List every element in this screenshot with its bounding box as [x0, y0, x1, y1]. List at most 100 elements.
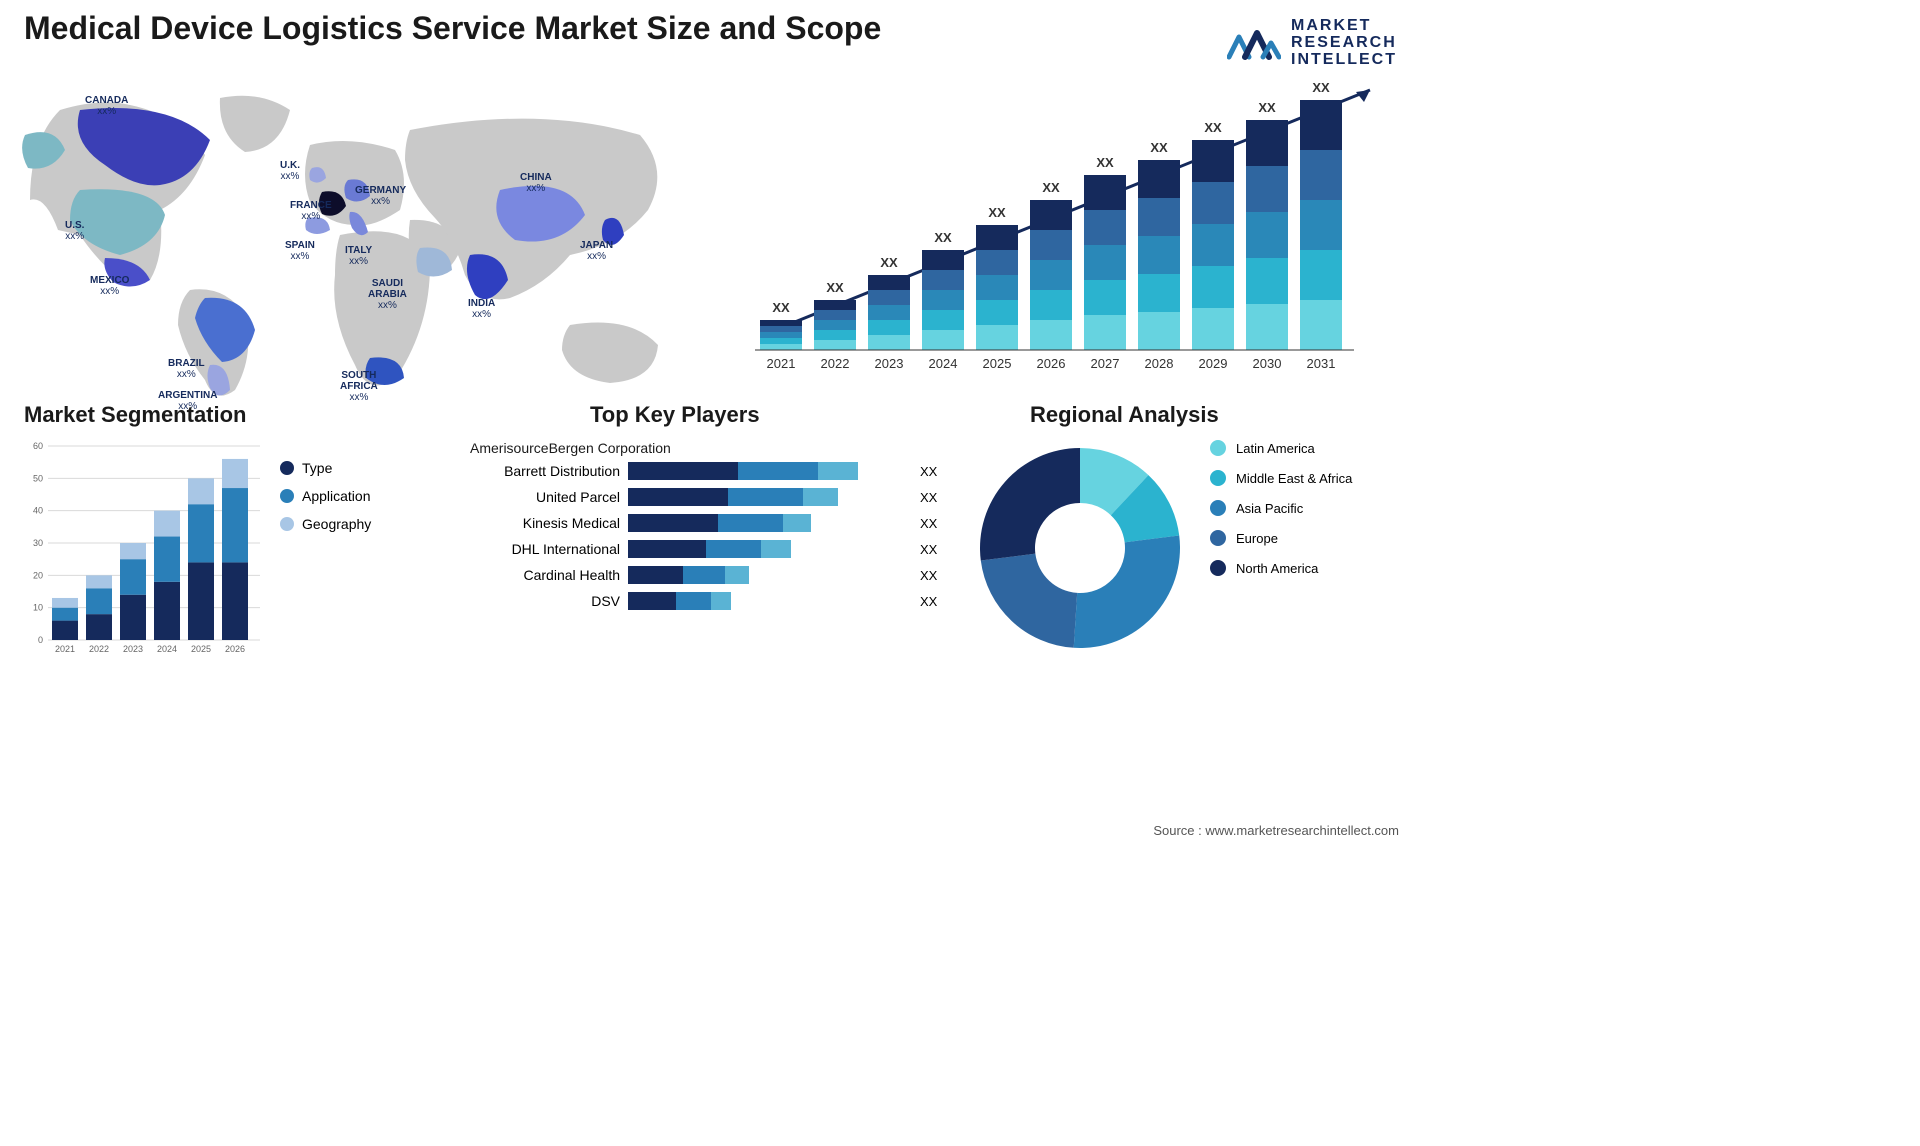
svg-text:2024: 2024 [929, 356, 958, 371]
svg-text:2022: 2022 [821, 356, 850, 371]
svg-text:2027: 2027 [1091, 356, 1120, 371]
player-value: XX [920, 490, 950, 505]
svg-text:2025: 2025 [983, 356, 1012, 371]
country-label: BRAZILxx% [168, 358, 205, 380]
country-label: SAUDIARABIAxx% [368, 278, 407, 311]
svg-text:XX: XX [772, 300, 790, 315]
player-row: Kinesis Medical XX [470, 514, 950, 532]
player-bar [628, 462, 912, 480]
svg-text:2026: 2026 [1037, 356, 1066, 371]
svg-text:2030: 2030 [1253, 356, 1282, 371]
segmentation-chart: 0102030405060202120222023202420252026 [22, 440, 262, 660]
region-legend-item: North America [1210, 560, 1352, 576]
region-legend-item: Europe [1210, 530, 1352, 546]
player-row: Barrett Distribution XX [470, 462, 950, 480]
segmentation-legend-item: Type [280, 460, 371, 476]
country-label: FRANCExx% [290, 200, 332, 222]
svg-text:2022: 2022 [89, 644, 109, 654]
key-players: AmerisourceBergen Corporation Barrett Di… [470, 440, 950, 618]
players-header: AmerisourceBergen Corporation [470, 440, 950, 456]
country-label: CHINAxx% [520, 172, 552, 194]
svg-text:2031: 2031 [1307, 356, 1336, 371]
country-label: GERMANYxx% [355, 185, 406, 207]
svg-text:2024: 2024 [157, 644, 177, 654]
svg-text:40: 40 [33, 506, 43, 516]
forecast-chart-svg: XX 2021 XX 2022 XX 2023 XX 2024 XX 2025 XX 2026 XX 20… [740, 70, 1400, 380]
forecast-chart: XX 2021 XX 2022 XX 2023 XX 2024 XX 2025 XX 2026 XX 20… [740, 70, 1400, 380]
player-name: DSV [470, 593, 620, 609]
svg-text:XX: XX [1258, 100, 1276, 115]
region-legend-item: Asia Pacific [1210, 500, 1352, 516]
segmentation-chart-svg: 0102030405060202120222023202420252026 [22, 440, 262, 660]
svg-text:30: 30 [33, 538, 43, 548]
regional-title: Regional Analysis [1030, 402, 1219, 428]
players-title: Top Key Players [590, 402, 760, 428]
svg-text:10: 10 [33, 603, 43, 613]
logo-icon [1227, 23, 1281, 63]
svg-text:2026: 2026 [225, 644, 245, 654]
source-text: Source : www.marketresearchintellect.com [1153, 823, 1399, 838]
svg-text:2023: 2023 [123, 644, 143, 654]
regional-donut [970, 438, 1190, 658]
country-label: CANADAxx% [85, 95, 128, 117]
segmentation-legend: Type Application Geography [280, 460, 371, 544]
country-label: ITALYxx% [345, 245, 372, 267]
svg-text:2029: 2029 [1199, 356, 1228, 371]
logo-text: MARKET RESEARCH INTELLECT [1291, 18, 1397, 68]
player-row: Cardinal Health XX [470, 566, 950, 584]
player-name: United Parcel [470, 489, 620, 505]
player-bar [628, 540, 912, 558]
player-value: XX [920, 516, 950, 531]
country-label: SOUTHAFRICAxx% [340, 370, 378, 403]
player-value: XX [920, 542, 950, 557]
player-value: XX [920, 594, 950, 609]
player-bar [628, 566, 912, 584]
world-map: CANADAxx%U.S.xx%MEXICOxx%BRAZILxx%ARGENT… [10, 80, 710, 400]
player-value: XX [920, 568, 950, 583]
svg-text:XX: XX [934, 230, 952, 245]
region-legend-item: Latin America [1210, 440, 1352, 456]
page-title: Medical Device Logistics Service Market … [24, 10, 881, 47]
region-legend-item: Middle East & Africa [1210, 470, 1352, 486]
logo-line1: MARKET [1291, 18, 1397, 35]
segmentation-legend-item: Application [280, 488, 371, 504]
svg-text:60: 60 [33, 441, 43, 451]
svg-text:XX: XX [880, 255, 898, 270]
player-row: United Parcel XX [470, 488, 950, 506]
country-label: INDIAxx% [468, 298, 495, 320]
svg-text:2025: 2025 [191, 644, 211, 654]
svg-text:20: 20 [33, 570, 43, 580]
player-row: DHL International XX [470, 540, 950, 558]
segmentation-legend-item: Geography [280, 516, 371, 532]
regional-legend: Latin America Middle East & Africa Asia Pa… [1210, 440, 1352, 590]
player-value: XX [920, 464, 950, 479]
player-name: Cardinal Health [470, 567, 620, 583]
brand-logo: MARKET RESEARCH INTELLECT [1227, 18, 1397, 68]
logo-line3: INTELLECT [1291, 52, 1397, 69]
svg-text:XX: XX [1150, 140, 1168, 155]
country-label: JAPANxx% [580, 240, 613, 262]
logo-line2: RESEARCH [1291, 35, 1397, 52]
country-label: U.K.xx% [280, 160, 300, 182]
svg-text:XX: XX [826, 280, 844, 295]
svg-text:XX: XX [988, 205, 1006, 220]
player-name: Barrett Distribution [470, 463, 620, 479]
svg-text:2021: 2021 [767, 356, 796, 371]
country-label: U.S.xx% [65, 220, 84, 242]
player-name: Kinesis Medical [470, 515, 620, 531]
svg-text:XX: XX [1204, 120, 1222, 135]
svg-text:2028: 2028 [1145, 356, 1174, 371]
player-row: DSV XX [470, 592, 950, 610]
player-bar [628, 488, 912, 506]
svg-text:XX: XX [1312, 80, 1330, 95]
country-label: SPAINxx% [285, 240, 315, 262]
player-bar [628, 514, 912, 532]
country-label: MEXICOxx% [90, 275, 129, 297]
player-bar [628, 592, 912, 610]
player-name: DHL International [470, 541, 620, 557]
regional-donut-svg [970, 438, 1190, 658]
svg-text:XX: XX [1096, 155, 1114, 170]
svg-text:2021: 2021 [55, 644, 75, 654]
segmentation-title: Market Segmentation [24, 402, 247, 428]
svg-text:2023: 2023 [875, 356, 904, 371]
